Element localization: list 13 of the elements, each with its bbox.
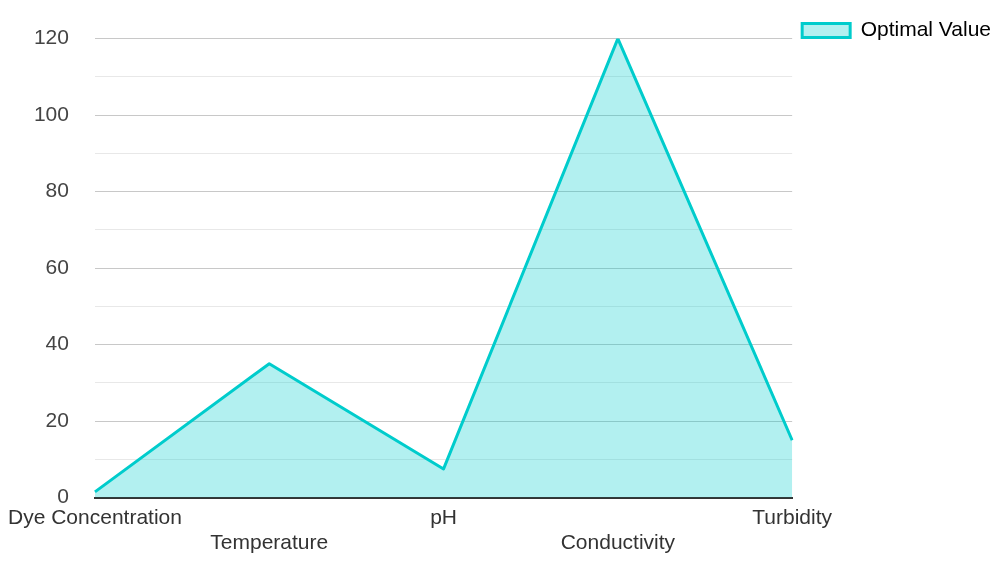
- x-tick-label: Turbidity: [752, 505, 833, 528]
- y-tick-label: 40: [45, 331, 69, 355]
- y-tick-label: 60: [45, 254, 69, 278]
- y-tick-label: 20: [45, 407, 69, 431]
- y-tick-label: 0: [57, 484, 69, 508]
- x-tick-label: pH: [430, 505, 457, 528]
- x-tick-label: Conductivity: [560, 530, 676, 554]
- x-tick-label: Dye Concentration: [7, 505, 182, 528]
- legend-label: Optimal Value: [860, 17, 992, 41]
- y-tick-label: 120: [33, 25, 69, 49]
- x-tick-label: Temperature: [210, 530, 329, 554]
- y-tick-label: 100: [33, 101, 69, 125]
- y-tick-label: 80: [45, 178, 69, 202]
